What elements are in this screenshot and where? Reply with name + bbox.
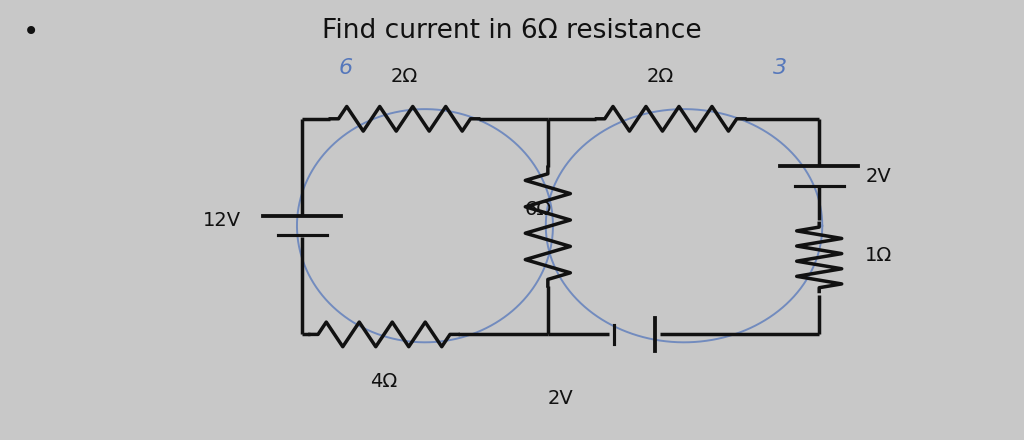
Text: 2Ω: 2Ω (647, 67, 674, 86)
Text: 2Ω: 2Ω (391, 67, 418, 86)
Text: Find current in 6Ω resistance: Find current in 6Ω resistance (323, 18, 701, 44)
Text: 2V: 2V (547, 389, 573, 408)
Text: 6Ω: 6Ω (524, 199, 552, 219)
Text: 3: 3 (773, 58, 787, 78)
Text: 1Ω: 1Ω (865, 246, 893, 265)
Text: 4Ω: 4Ω (371, 372, 397, 391)
Text: 2V: 2V (865, 166, 891, 186)
Text: 6: 6 (339, 58, 353, 78)
Text: 12V: 12V (203, 210, 241, 230)
Text: •: • (23, 18, 39, 46)
